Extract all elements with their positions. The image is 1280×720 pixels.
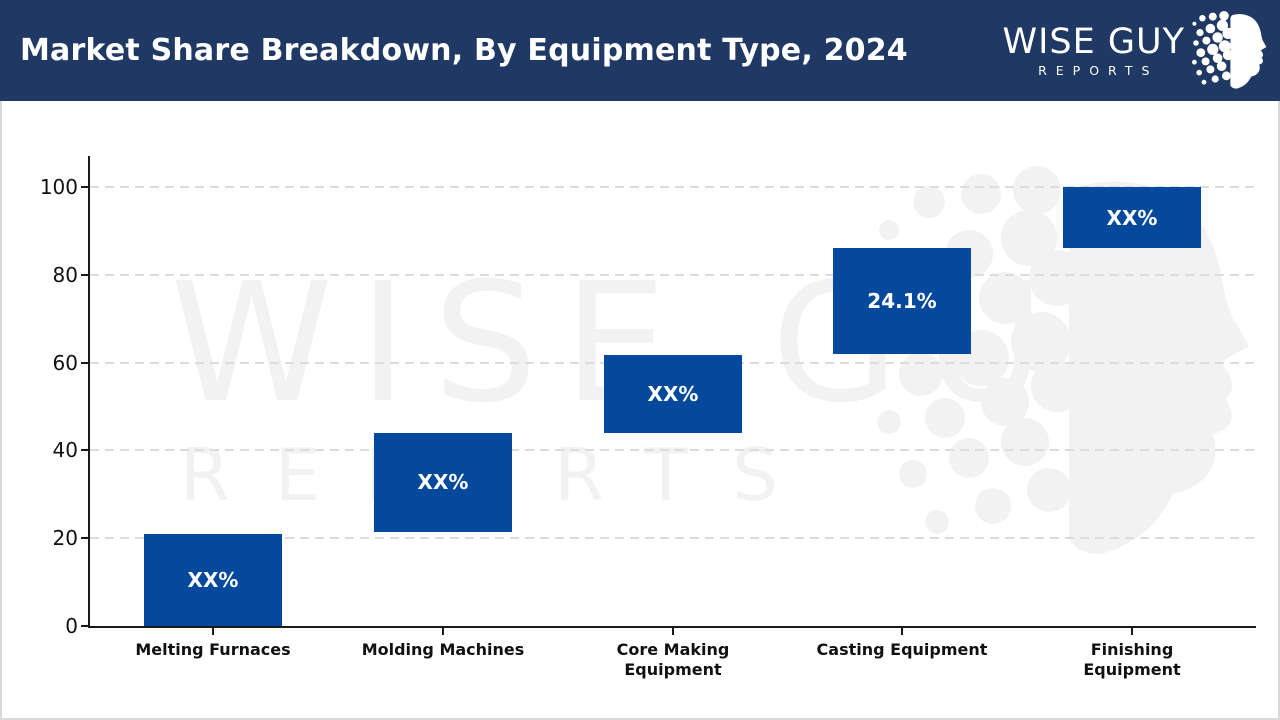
bar-value-label-1: XX% <box>187 567 239 592</box>
logo-wordmark: WISE GUY <box>1002 22 1185 63</box>
bar-2 <box>374 432 512 532</box>
y-tick-label-80: 80 <box>52 262 78 287</box>
y-tick-label-0: 0 <box>65 614 78 638</box>
gridline-y40 <box>90 449 1256 452</box>
y-tickmark-40 <box>81 449 88 452</box>
x-tickmark-3 <box>672 628 674 635</box>
gridline-y20 <box>90 537 1256 540</box>
chart-area: WISE GUY REPORTS 020406080100XX%Melting … <box>0 101 1280 720</box>
logo-face-icon <box>1192 11 1267 89</box>
x-tick-label-4: Casting Equipment <box>816 640 988 659</box>
gridline-y100 <box>90 186 1256 188</box>
x-tickmark-4 <box>901 628 903 635</box>
y-tickmark-80 <box>81 273 88 276</box>
bar-4 <box>833 248 971 354</box>
x-tickmark-5 <box>1131 628 1133 635</box>
x-tick-label-5: Finishing Equipment <box>1083 640 1181 679</box>
x-tick-label-3: Core Making Equipment <box>616 640 730 679</box>
y-tick-label-60: 60 <box>52 350 78 375</box>
y-tickmark-20 <box>81 537 88 540</box>
bar-value-label-4: 24.1% <box>867 288 937 313</box>
bar-3 <box>604 355 742 433</box>
bar-value-label-2: XX% <box>417 470 469 495</box>
y-tickmark-100 <box>81 186 88 188</box>
bar-value-label-5: XX% <box>1106 205 1158 230</box>
chart-title: Market Share Breakdown, By Equipment Typ… <box>20 33 908 68</box>
bar-value-label-3: XX% <box>647 381 699 406</box>
x-axis-spine <box>88 626 1256 628</box>
y-tickmark-0 <box>81 625 88 627</box>
y-tick-label-40: 40 <box>52 438 78 463</box>
y-tick-label-100: 100 <box>39 175 78 199</box>
x-tickmark-2 <box>442 628 444 635</box>
header: Market Share Breakdown, By Equipment Typ… <box>0 0 1280 101</box>
y-tick-label-20: 20 <box>52 526 78 551</box>
x-tick-label-2: Molding Machines <box>361 640 525 659</box>
bar-5 <box>1063 187 1201 249</box>
x-tick-label-1: Melting Furnaces <box>135 640 291 659</box>
wiseguy-logo: WISE GUY REPORTS <box>1002 10 1268 92</box>
gridline-y80 <box>90 273 1256 276</box>
bar-1 <box>144 533 282 626</box>
y-axis-spine <box>88 156 90 628</box>
x-tickmark-1 <box>212 628 214 635</box>
logo-subtitle: REPORTS <box>1038 62 1159 78</box>
y-tickmark-60 <box>81 361 88 364</box>
